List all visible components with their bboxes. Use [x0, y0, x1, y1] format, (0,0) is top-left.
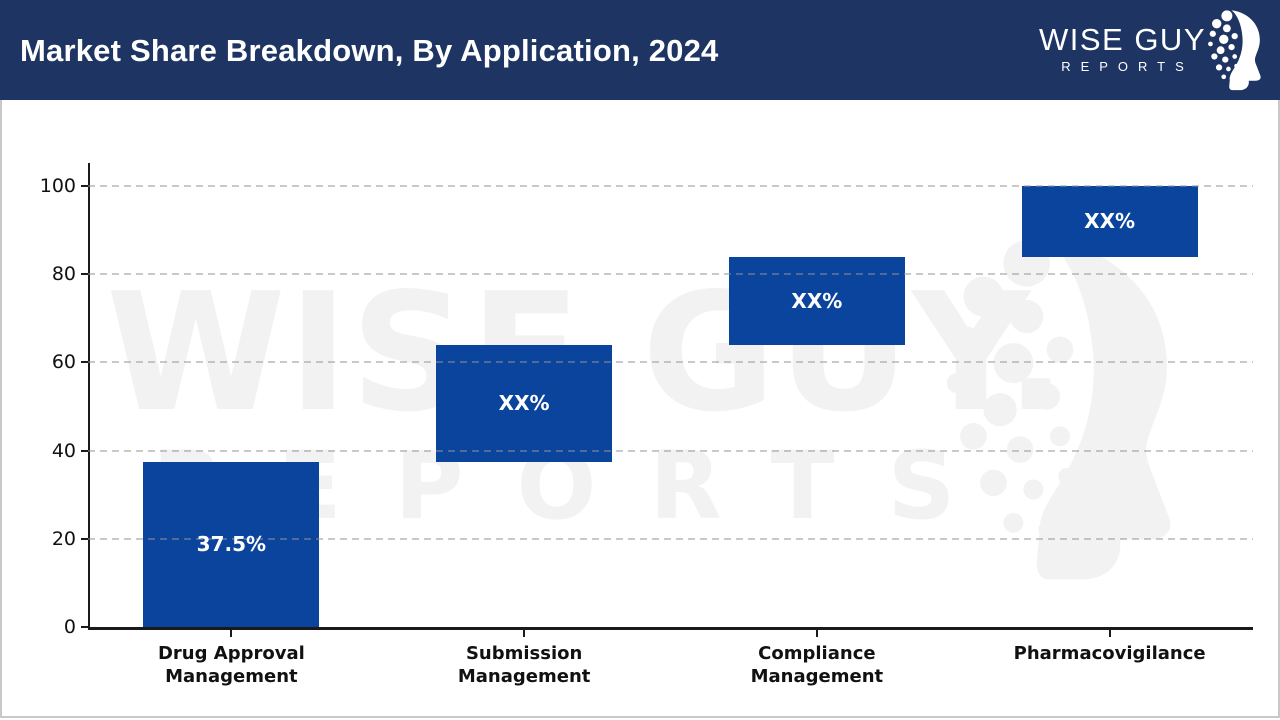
- y-tick-80: [81, 273, 88, 276]
- gridline-60: [88, 361, 1253, 364]
- category-label-line: Pharmacovigilance: [1013, 643, 1206, 664]
- gridline-40: [88, 449, 1253, 452]
- y-tick-label-100: 100: [39, 175, 76, 197]
- bar-3: [728, 256, 905, 345]
- x-tick-1: [230, 630, 233, 637]
- logo-reports-text: REPORTS: [1061, 59, 1194, 75]
- bar-value-label-3: XX%: [791, 288, 843, 313]
- bar-2: [436, 344, 613, 462]
- x-tick-4: [1108, 630, 1111, 637]
- y-tick-60: [81, 361, 88, 364]
- category-label-2: Submission Management: [374, 642, 674, 688]
- bar-value-label-1: 37.5%: [196, 532, 267, 557]
- category-label-3: Compliance Management: [667, 642, 967, 688]
- y-tick-20: [81, 537, 88, 540]
- bar-value-label-2: XX%: [498, 391, 550, 416]
- logo-wordmark: WISE GUY: [1038, 21, 1206, 57]
- x-axis-spine: [88, 627, 1253, 630]
- logo-head-icon: [1208, 10, 1261, 91]
- category-label-line: Management: [457, 666, 591, 687]
- y-tick-label-0: 0: [63, 616, 76, 638]
- chart-title: Market Share Breakdown, By Application, …: [20, 33, 719, 68]
- header-bar: Market Share Breakdown, By Application, …: [0, 0, 1280, 100]
- gridline-20: [88, 537, 1253, 540]
- category-label-line: Compliance: [758, 643, 876, 664]
- page-border-left: [0, 100, 2, 718]
- page-border-right: [1278, 100, 1280, 718]
- category-label-4: Pharmacovigilance: [960, 642, 1260, 665]
- y-tick-40: [81, 449, 88, 452]
- category-label-line: Management: [750, 666, 884, 687]
- bar-value-label-4: XX%: [1084, 209, 1136, 234]
- category-label-line: Submission: [465, 643, 583, 664]
- y-axis-spine: [88, 163, 90, 630]
- y-tick-label-60: 60: [51, 351, 76, 374]
- y-tick-label-40: 40: [51, 439, 76, 462]
- y-tick-0: [81, 626, 88, 628]
- y-tick-label-80: 80: [51, 263, 76, 286]
- category-label-line: Drug Approval: [157, 643, 305, 664]
- x-tick-3: [815, 630, 818, 637]
- category-label-1: Drug Approval Management: [81, 642, 381, 688]
- category-label-line: Management: [165, 666, 298, 687]
- logo-text-block: WISE GUY REPORTS: [1038, 21, 1206, 75]
- wiseguy-logo: WISE GUY REPORTS: [1039, 7, 1270, 95]
- y-tick-100: [81, 185, 88, 187]
- bar-1: [143, 461, 320, 627]
- page-border-bottom: [0, 716, 1280, 718]
- gridline-80: [88, 273, 1253, 276]
- gridline-100: [88, 185, 1253, 187]
- x-tick-2: [523, 630, 526, 637]
- y-tick-label-20: 20: [51, 527, 76, 550]
